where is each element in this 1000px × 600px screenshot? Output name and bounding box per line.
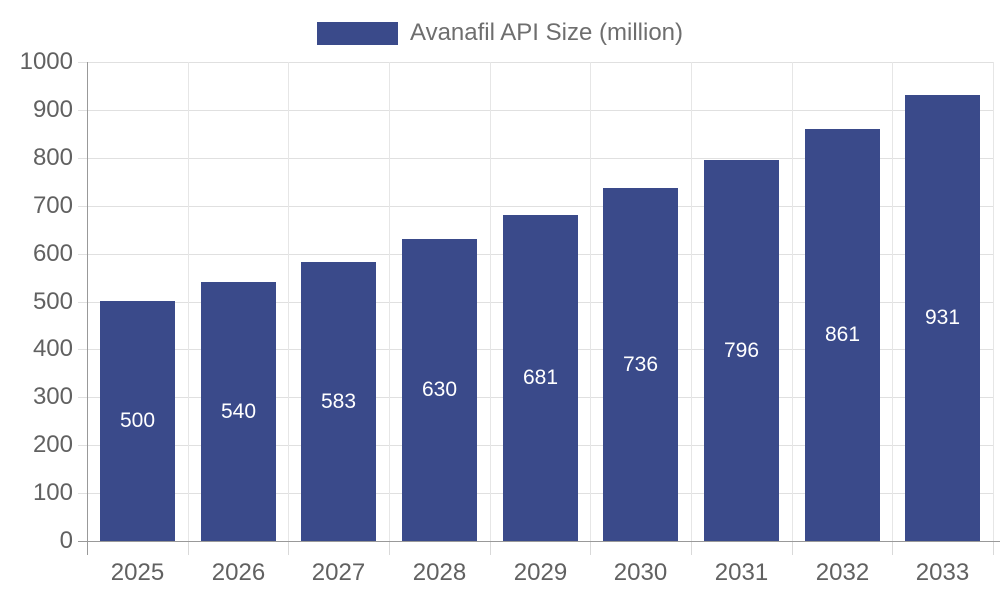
bar-value-label: 540 (220, 399, 257, 423)
x-tick-label: 2030 (613, 559, 668, 586)
y-gridline (78, 158, 993, 159)
x-gridline (590, 62, 591, 541)
x-gridline (389, 62, 390, 541)
y-axis-line (87, 62, 88, 555)
bar[interactable]: 630 (402, 239, 477, 541)
bar[interactable]: 861 (805, 129, 880, 541)
legend-swatch (317, 21, 398, 45)
x-tick-label: 2031 (714, 559, 769, 586)
bar-value-label: 861 (824, 323, 861, 346)
x-tick-label: 2033 (915, 559, 970, 586)
x-tick-label: 2025 (110, 559, 165, 586)
x-tick-label: 2032 (815, 559, 870, 586)
bar[interactable]: 583 (301, 262, 376, 541)
x-tick-label: 2028 (412, 559, 467, 586)
y-tick-label: 0 (59, 527, 73, 554)
legend-item[interactable]: Avanafil API Size (million) (0, 19, 1000, 47)
bar[interactable]: 736 (603, 188, 678, 541)
bar[interactable]: 681 (503, 215, 578, 541)
x-tick-label: 2027 (311, 559, 366, 586)
x-tick (590, 541, 591, 555)
x-tick (892, 541, 893, 555)
x-gridline (792, 62, 793, 541)
x-tick (389, 541, 390, 555)
x-tick (288, 541, 289, 555)
bar[interactable]: 796 (704, 160, 779, 541)
y-gridline (78, 206, 993, 207)
bar-value-label: 681 (522, 366, 559, 389)
y-tick-label: 300 (32, 383, 73, 410)
x-gridline (691, 62, 692, 541)
bar-value-label: 796 (723, 338, 760, 362)
y-tick-label: 600 (32, 240, 73, 267)
x-gridline (288, 62, 289, 541)
bar[interactable]: 931 (905, 95, 980, 541)
y-gridline (78, 62, 993, 63)
y-tick-label: 700 (32, 192, 73, 219)
x-tick (792, 541, 793, 555)
bar[interactable]: 500 (100, 301, 175, 541)
x-tick (993, 541, 994, 555)
y-tick-label: 400 (32, 335, 73, 362)
x-tick-label: 2026 (211, 559, 266, 586)
y-tick-label: 500 (32, 288, 73, 315)
y-tick-label: 100 (32, 479, 73, 506)
x-tick (490, 541, 491, 555)
bar[interactable]: 540 (201, 282, 276, 541)
bar-value-label: 583 (320, 389, 357, 413)
y-tick-label: 800 (32, 144, 73, 171)
y-tick-label: 900 (32, 96, 73, 123)
x-gridline (490, 62, 491, 541)
x-tick (691, 541, 692, 555)
x-gridline (993, 62, 994, 541)
bar-value-label: 931 (924, 306, 961, 329)
x-gridline (892, 62, 893, 541)
legend-label: Avanafil API Size (million) (410, 19, 683, 46)
x-tick-label: 2029 (513, 559, 568, 586)
y-tick-label: 200 (32, 431, 73, 458)
x-gridline (188, 62, 189, 541)
bar-value-label: 630 (421, 378, 458, 401)
y-gridline (78, 110, 993, 111)
x-tick (188, 541, 189, 555)
bar-value-label: 736 (622, 352, 659, 376)
y-tick-label: 1000 (19, 48, 73, 75)
x-axis-line (78, 541, 1000, 542)
bar-value-label: 500 (119, 409, 156, 432)
